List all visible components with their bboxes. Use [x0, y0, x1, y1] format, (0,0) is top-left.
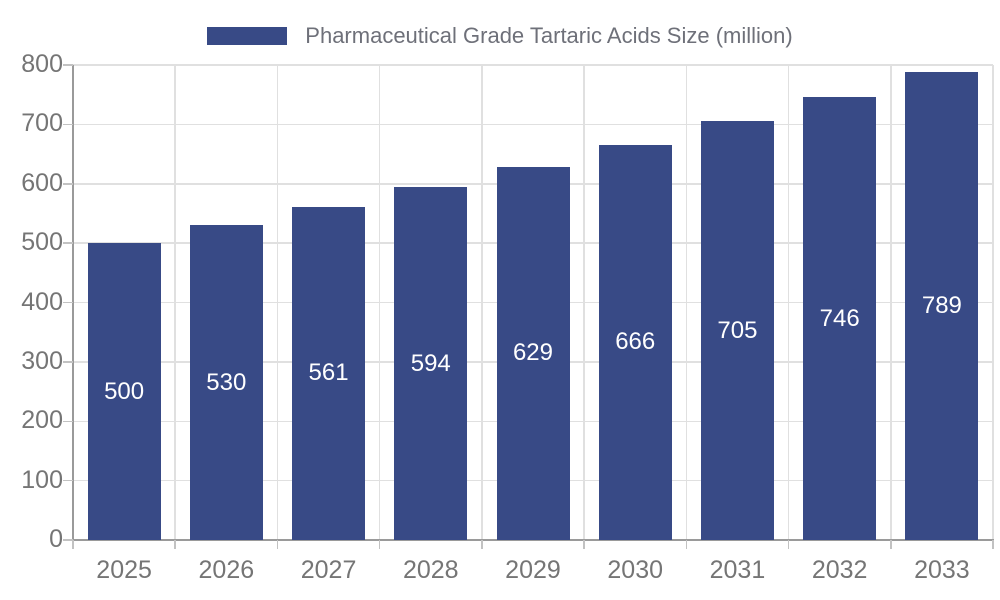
bar-value-label: 594 — [410, 349, 451, 377]
x-tick-mark — [72, 540, 74, 549]
x-tick-mark — [890, 540, 892, 549]
y-tick-label: 800 — [21, 50, 63, 78]
x-tick-label: 2031 — [709, 556, 766, 584]
bar-value-label: 705 — [717, 316, 758, 344]
y-tick-mark — [63, 479, 73, 482]
x-tick-label: 2033 — [914, 556, 970, 584]
bar-value-label: 561 — [308, 359, 349, 387]
plot-area: 0 100 200 300 400 500 600 700 800 500 2025 530 2026 5… — [21, 51, 994, 583]
v-gridline — [787, 65, 790, 540]
x-tick-label: 2026 — [198, 556, 255, 584]
x-tick-label: 2032 — [811, 556, 868, 584]
y-tick-label: 100 — [21, 465, 63, 494]
y-tick-mark — [63, 64, 73, 66]
bar-value-label: 789 — [921, 291, 962, 319]
y-tick-label: 200 — [21, 406, 63, 435]
bar — [905, 71, 979, 540]
v-gridline — [276, 65, 279, 540]
y-tick-label: 0 — [49, 525, 63, 553]
legend-label: Pharmaceutical Grade Tartaric Acids Size… — [305, 23, 793, 48]
v-gridline — [890, 65, 892, 540]
bar-value-label: 500 — [104, 377, 145, 405]
y-tick-mark — [63, 242, 73, 244]
y-tick-mark — [63, 183, 73, 185]
bar-value-label: 530 — [206, 368, 247, 396]
x-tick-mark — [992, 540, 994, 549]
x-tick-mark — [276, 540, 279, 549]
y-tick-mark — [63, 420, 73, 422]
bar — [292, 206, 366, 540]
h-gridline — [73, 123, 993, 126]
x-tick-label: 2027 — [300, 556, 357, 584]
bar — [496, 166, 570, 540]
bar — [598, 144, 672, 540]
x-tick-mark — [685, 540, 688, 549]
v-gridline — [992, 65, 994, 540]
x-tick-mark — [481, 540, 483, 549]
v-gridline — [583, 65, 585, 540]
x-tick-mark — [583, 540, 585, 549]
y-tick-mark — [63, 539, 73, 541]
x-tick-mark — [378, 540, 381, 549]
bar — [394, 187, 468, 540]
y-tick-label: 700 — [21, 109, 63, 138]
y-tick-mark — [63, 123, 73, 126]
y-tick-label: 600 — [21, 168, 63, 197]
legend-swatch — [207, 27, 288, 45]
x-axis-line — [72, 539, 994, 541]
x-tick-mark — [787, 540, 790, 549]
x-tick-label: 2030 — [607, 556, 664, 584]
x-tick-label: 2028 — [402, 556, 459, 584]
h-gridline — [73, 64, 993, 66]
y-tick-label: 400 — [21, 287, 63, 316]
bar — [87, 243, 161, 540]
bar — [189, 225, 263, 540]
y-tick-mark — [63, 361, 73, 363]
v-gridline — [481, 65, 483, 540]
legend-item[interactable]: Pharmaceutical Grade Tartaric Acids Size… — [0, 19, 1000, 53]
y-tick-label: 500 — [21, 228, 63, 257]
x-tick-label: 2025 — [96, 556, 152, 584]
v-gridline — [378, 65, 381, 540]
bar-value-label: 629 — [512, 339, 553, 367]
y-tick-mark — [63, 301, 73, 304]
y-axis-line — [72, 65, 74, 540]
y-tick-label: 300 — [21, 346, 63, 375]
bar-value-label: 666 — [615, 328, 656, 356]
bar — [700, 121, 774, 540]
bar — [803, 97, 877, 540]
v-gridline — [174, 65, 176, 540]
v-gridline — [685, 65, 688, 540]
x-tick-label: 2029 — [505, 556, 561, 584]
bar-value-label: 746 — [819, 304, 860, 332]
x-tick-mark — [174, 540, 176, 549]
